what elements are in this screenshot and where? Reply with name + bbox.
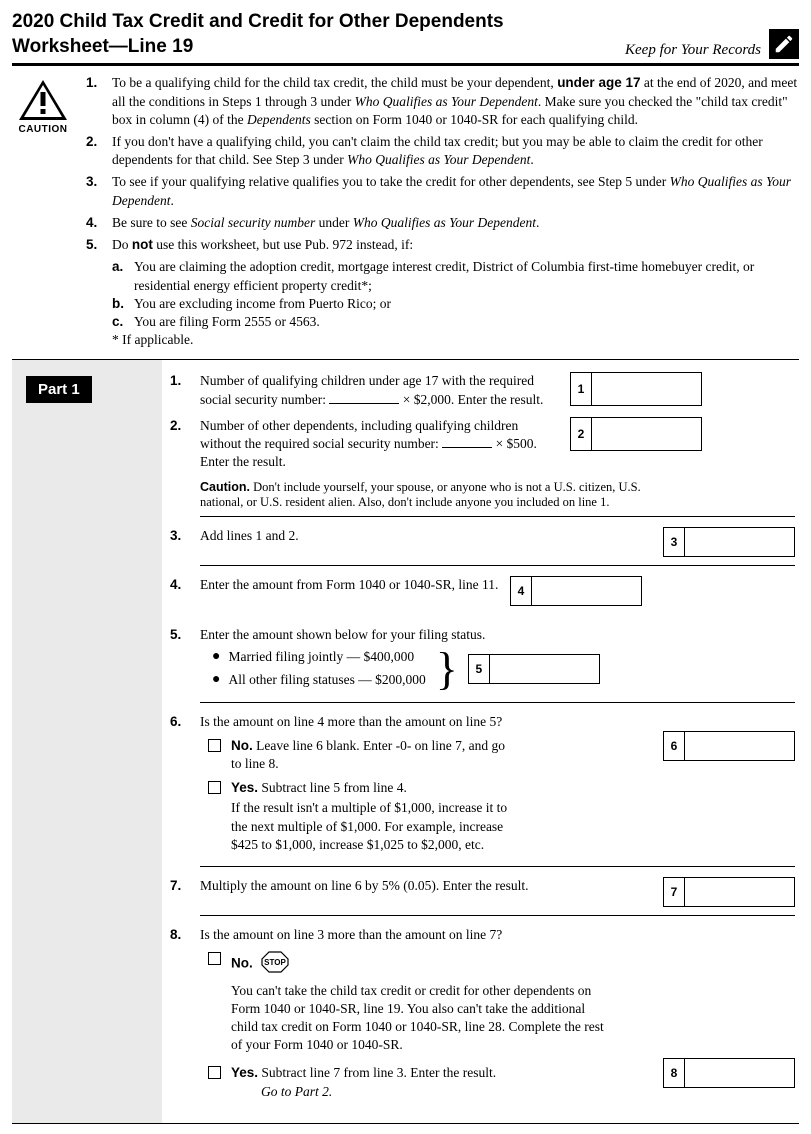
line-5: 5. Enter the amount shown below for your… bbox=[170, 626, 795, 694]
line1-blank[interactable] bbox=[329, 403, 399, 404]
caution-section: CAUTION 1. To be a qualifying child for … bbox=[12, 68, 799, 360]
line-7: 7. Multiply the amount on line 6 by 5% (… bbox=[170, 877, 795, 907]
caution-footnote: * If applicable. bbox=[112, 331, 799, 349]
line-1: 1. Number of qualifying children under a… bbox=[170, 372, 795, 408]
line6-no: No. Leave line 6 blank. Enter -0- on lin… bbox=[208, 737, 510, 773]
caution-sub-b: b. You are excluding income from Puerto … bbox=[112, 295, 799, 313]
caution-label: CAUTION bbox=[18, 124, 67, 135]
line-2: 2. Number of other dependents, including… bbox=[170, 417, 795, 472]
line4-box: 4 bbox=[510, 576, 642, 606]
caution-icon: CAUTION bbox=[12, 74, 74, 349]
worksheet-title: 2020 Child Tax Credit and Credit for Oth… bbox=[12, 10, 504, 59]
divider bbox=[200, 565, 795, 566]
title-line-2: Worksheet—Line 19 bbox=[12, 36, 193, 57]
line1-input[interactable] bbox=[592, 372, 702, 406]
divider bbox=[200, 866, 795, 867]
brace-icon: } bbox=[436, 655, 458, 683]
checkbox[interactable] bbox=[208, 781, 221, 794]
divider bbox=[200, 702, 795, 703]
line8-yes: Yes. Subtract line 7 from line 3. Enter … bbox=[208, 1064, 655, 1100]
line2-caution: Caution. Don't include yourself, your sp… bbox=[200, 480, 670, 510]
line6-input[interactable] bbox=[685, 731, 795, 761]
header: 2020 Child Tax Credit and Credit for Oth… bbox=[12, 10, 799, 66]
line2-blank[interactable] bbox=[442, 447, 492, 448]
right-column: 1. Number of qualifying children under a… bbox=[162, 360, 799, 1122]
checkbox[interactable] bbox=[208, 952, 221, 965]
line6-box: 6 bbox=[663, 731, 795, 761]
caution-list: 1. To be a qualifying child for the chil… bbox=[86, 74, 799, 349]
title-line-1: 2020 Child Tax Credit and Credit for Oth… bbox=[12, 11, 504, 32]
line2-input[interactable] bbox=[592, 417, 702, 451]
line8-box: 8 bbox=[663, 1058, 795, 1088]
part-label: Part 1 bbox=[26, 376, 92, 403]
keep-records: Keep for Your Records bbox=[625, 29, 799, 59]
line-8: 8. Is the amount on line 3 more than the… bbox=[170, 926, 795, 1105]
caution-item-3: 3. To see if your qualifying relative qu… bbox=[86, 173, 799, 209]
caution-item-5: 5. Do not use this worksheet, but use Pu… bbox=[86, 236, 799, 254]
svg-text:STOP: STOP bbox=[264, 958, 286, 967]
caution-sub-a: a. You are claiming the adoption credit,… bbox=[112, 258, 799, 294]
line4-input[interactable] bbox=[532, 576, 642, 606]
caution-sub-c: c. You are filing Form 2555 or 4563. bbox=[112, 313, 799, 331]
checkbox[interactable] bbox=[208, 739, 221, 752]
caution-item-4: 4. Be sure to see Social security number… bbox=[86, 214, 799, 232]
line6-yes: Yes. Subtract line 5 from line 4. If the… bbox=[208, 779, 510, 854]
stop-icon: STOP bbox=[260, 950, 290, 979]
line2-box: 2 bbox=[570, 417, 702, 451]
line5-input[interactable] bbox=[490, 654, 600, 684]
line-3: 3. Add lines 1 and 2. 3 bbox=[170, 527, 795, 557]
line1-box: 1 bbox=[570, 372, 702, 406]
divider bbox=[200, 915, 795, 916]
line-6: 6. Is the amount on line 4 more than the… bbox=[170, 713, 795, 859]
keep-records-text: Keep for Your Records bbox=[625, 42, 761, 59]
line7-box: 7 bbox=[663, 877, 795, 907]
line8-input[interactable] bbox=[685, 1058, 795, 1088]
left-column: Part 1 bbox=[12, 360, 162, 1122]
line8-no: No. STOP You can't take the child tax cr… bbox=[208, 950, 795, 1054]
pencil-icon bbox=[769, 29, 799, 59]
divider bbox=[200, 516, 795, 517]
line-4: 4. Enter the amount from Form 1040 or 10… bbox=[170, 576, 795, 606]
caution-item-2: 2. If you don't have a qualifying child,… bbox=[86, 133, 799, 169]
line3-box: 3 bbox=[663, 527, 795, 557]
line3-input[interactable] bbox=[685, 527, 795, 557]
caution-item-1: 1. To be a qualifying child for the chil… bbox=[86, 74, 799, 129]
worksheet-body: Part 1 1. Number of qualifying children … bbox=[12, 360, 799, 1123]
line5-bullet1: ●Married filing jointly — $400,000 bbox=[212, 648, 426, 667]
line5-box: 5 bbox=[468, 654, 600, 684]
line7-input[interactable] bbox=[685, 877, 795, 907]
checkbox[interactable] bbox=[208, 1066, 221, 1079]
line5-bullet2: ●All other filing statuses — $200,000 bbox=[212, 671, 426, 690]
